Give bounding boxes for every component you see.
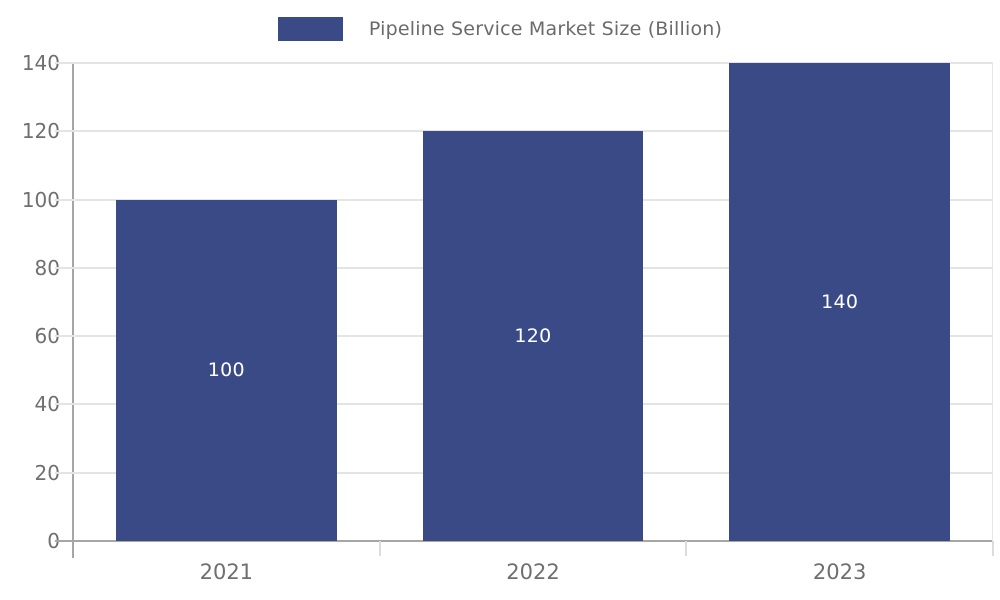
bar: 100: [115, 199, 337, 541]
x-tick-label: 2023: [812, 560, 867, 584]
y-tick-label: 120: [21, 119, 60, 144]
y-tick-label: 100: [21, 187, 60, 212]
x-axis-labels: 2021 2022 2023: [73, 541, 993, 591]
legend: Pipeline Service Market Size (Billion): [0, 17, 1000, 41]
legend-swatch: [277, 17, 343, 41]
plot-right-border: [992, 63, 993, 541]
x-tick-label: 2022: [506, 560, 560, 584]
category-boundary-tick: [378, 541, 381, 556]
y-axis-line: [72, 63, 74, 558]
plot-area: 100 120 140: [55, 62, 994, 556]
gridline: [55, 62, 993, 64]
bar-value-label: 140: [821, 291, 859, 313]
bar: 120: [422, 131, 644, 541]
legend-label: Pipeline Service Market Size (Billion): [368, 18, 723, 40]
category-boundary-tick: [685, 541, 688, 556]
x-tick-label: 2021: [199, 560, 254, 584]
x-axis-line: [55, 540, 993, 542]
category-boundary-tick: [992, 541, 994, 556]
y-tick-label: 140: [21, 51, 60, 75]
bar-value-label: 100: [207, 359, 245, 382]
bar-value-label: 120: [514, 325, 552, 348]
bar: 140: [729, 63, 951, 541]
y-tick-label: 0: [47, 529, 60, 553]
y-axis-labels: 0 20 40 60 80 100 120 140: [0, 51, 60, 553]
